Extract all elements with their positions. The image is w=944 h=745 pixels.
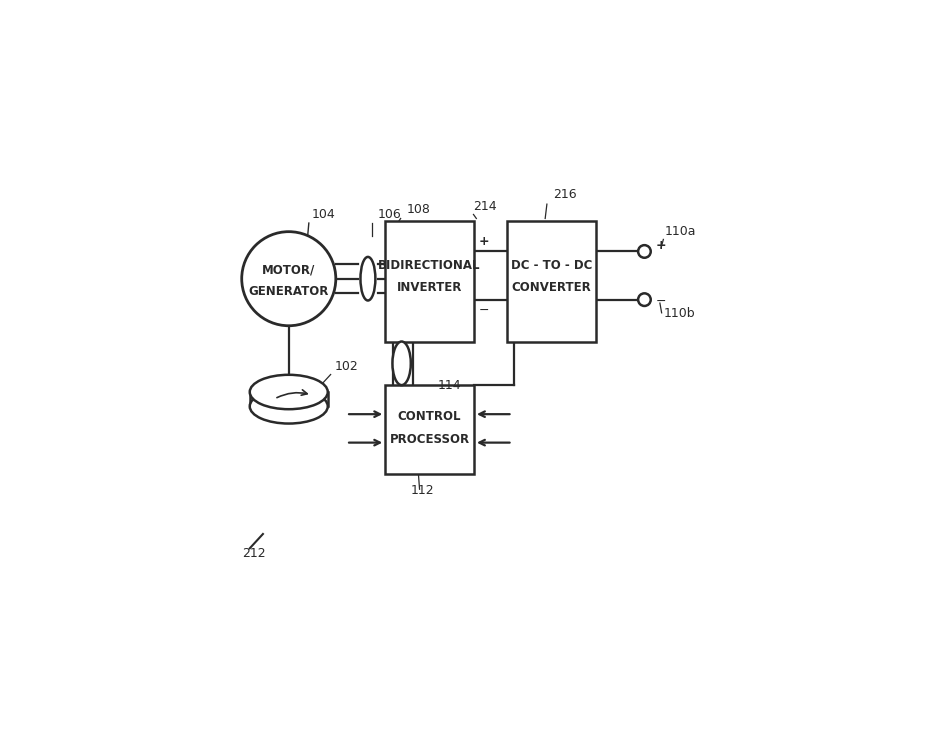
Text: PROCESSOR: PROCESSOR — [390, 433, 470, 446]
Text: −: − — [479, 304, 489, 317]
Text: 212: 212 — [242, 547, 265, 560]
Bar — [385, 221, 474, 342]
Text: 214: 214 — [474, 200, 497, 213]
Circle shape — [638, 294, 650, 306]
Text: 104: 104 — [312, 209, 335, 221]
Text: CONTROL: CONTROL — [397, 410, 462, 423]
Ellipse shape — [361, 257, 376, 300]
Text: +: + — [655, 238, 666, 252]
Text: 114: 114 — [438, 379, 462, 392]
Text: 110b: 110b — [664, 307, 695, 320]
Circle shape — [242, 232, 336, 326]
Text: +: + — [479, 235, 489, 247]
Text: GENERATOR: GENERATOR — [248, 285, 329, 298]
Text: 108: 108 — [406, 203, 430, 216]
Text: −: − — [655, 295, 666, 308]
Text: 112: 112 — [411, 484, 434, 497]
Ellipse shape — [250, 375, 328, 409]
Ellipse shape — [393, 341, 411, 385]
Text: 110a: 110a — [666, 226, 697, 238]
Circle shape — [638, 245, 650, 258]
FancyBboxPatch shape — [250, 392, 328, 406]
Ellipse shape — [250, 389, 328, 424]
Bar — [385, 385, 474, 474]
Text: MOTOR/: MOTOR/ — [262, 264, 315, 276]
Text: 102: 102 — [335, 361, 359, 373]
Text: DC - TO - DC: DC - TO - DC — [511, 259, 592, 272]
Text: BIDIRECTIONAL: BIDIRECTIONAL — [379, 259, 480, 272]
Bar — [507, 221, 596, 342]
Text: 106: 106 — [378, 209, 401, 221]
Text: INVERTER: INVERTER — [396, 281, 463, 294]
Text: 216: 216 — [552, 188, 576, 201]
Text: CONVERTER: CONVERTER — [512, 281, 591, 294]
